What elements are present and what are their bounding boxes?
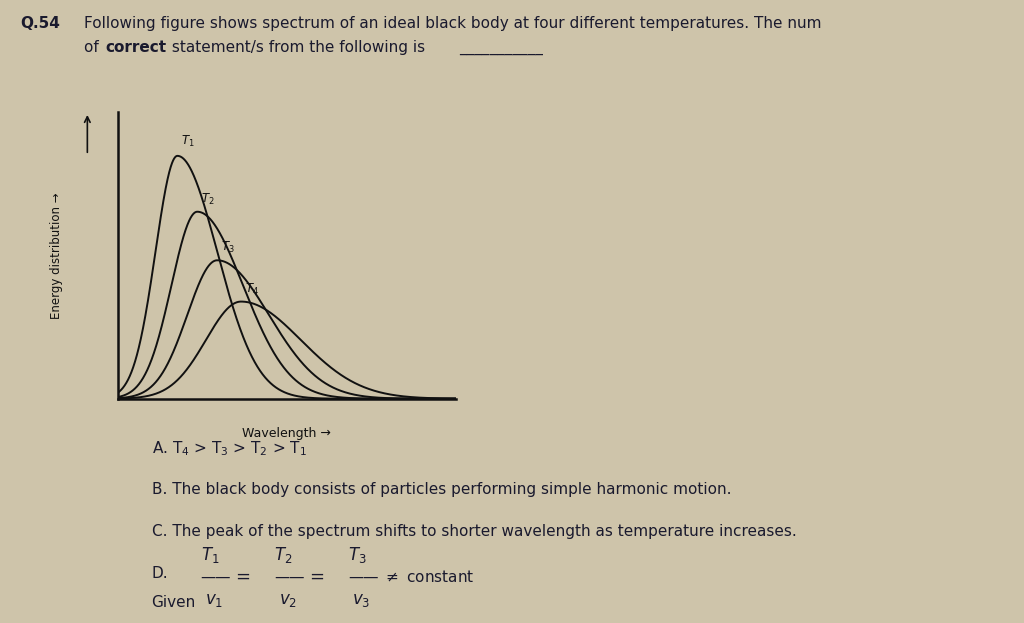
Text: =: =	[309, 568, 325, 586]
Text: T$_3$: T$_3$	[221, 240, 234, 255]
Text: statement/s from the following is: statement/s from the following is	[167, 40, 425, 55]
Text: T$_4$: T$_4$	[245, 282, 259, 297]
Text: Wavelength →: Wavelength →	[243, 427, 331, 440]
Text: correct: correct	[105, 40, 167, 55]
Text: ——: ——	[348, 569, 379, 584]
Text: $\neq$ constant: $\neq$ constant	[383, 569, 474, 585]
Text: ___________: ___________	[459, 40, 543, 55]
Text: Energy distribution →: Energy distribution →	[50, 192, 63, 319]
Text: ——: ——	[201, 569, 231, 584]
Text: $T_1$: $T_1$	[201, 545, 219, 565]
Text: $v_2$: $v_2$	[279, 591, 297, 609]
Text: T$_1$: T$_1$	[181, 133, 196, 148]
Text: $v_1$: $v_1$	[205, 591, 223, 609]
Text: ——: ——	[274, 569, 305, 584]
Text: Following figure shows spectrum of an ideal black body at four different tempera: Following figure shows spectrum of an id…	[84, 16, 821, 31]
Text: $v_3$: $v_3$	[352, 591, 371, 609]
Text: A. T$_4$ > T$_3$ > T$_2$ > T$_1$: A. T$_4$ > T$_3$ > T$_2$ > T$_1$	[152, 439, 306, 458]
Text: D.: D.	[152, 566, 168, 581]
Text: $T_2$: $T_2$	[274, 545, 293, 565]
Text: of: of	[84, 40, 103, 55]
Text: Q.54: Q.54	[20, 16, 60, 31]
Text: =: =	[236, 568, 251, 586]
Text: T$_2$: T$_2$	[202, 192, 215, 207]
Text: B. The black body consists of particles performing simple harmonic motion.: B. The black body consists of particles …	[152, 482, 731, 497]
Text: Given: Given	[152, 595, 196, 610]
Text: C. The peak of the spectrum shifts to shorter wavelength as temperature increase: C. The peak of the spectrum shifts to sh…	[152, 524, 797, 539]
Text: $T_3$: $T_3$	[348, 545, 367, 565]
